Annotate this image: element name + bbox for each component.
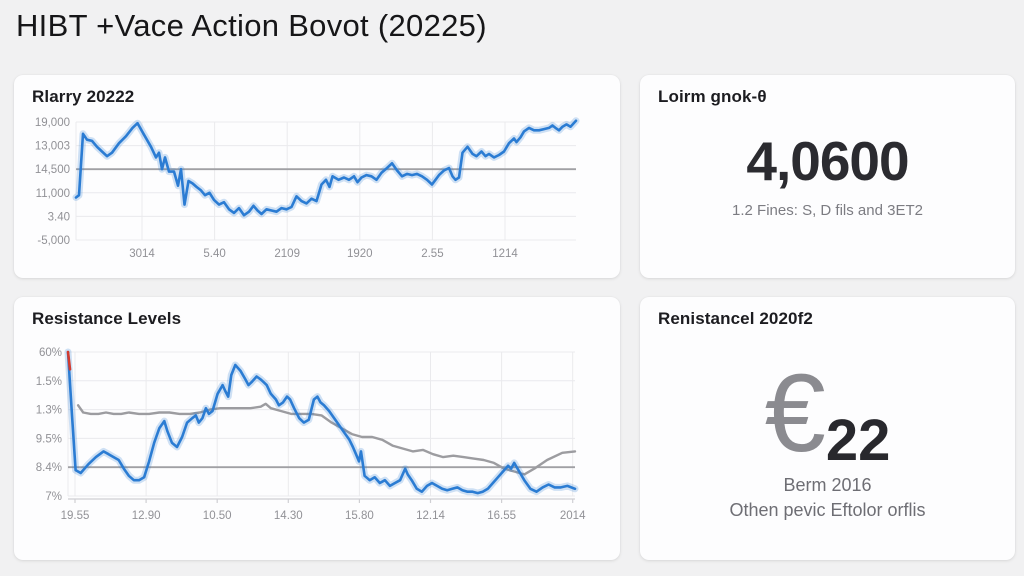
- x-tick-label: 19.55: [61, 510, 90, 522]
- x-axis: [68, 498, 575, 503]
- x-tick-label: 3014: [129, 248, 155, 260]
- x-tick-label: 14.30: [274, 510, 303, 522]
- series-line: [74, 119, 578, 217]
- y-tick-label: 1.5%: [36, 376, 62, 388]
- stat-card-title: Loirm gnok-θ: [658, 87, 767, 106]
- y-tick-label: 13,003: [35, 141, 70, 153]
- series-resistance-blue: [64, 348, 579, 497]
- euro-caption-line2: Othen pevic Eftolor orflis: [729, 500, 926, 520]
- y-tick-label: 11,000: [36, 188, 70, 200]
- stat-value: 4,0600: [746, 130, 909, 192]
- page-title: HIBT +Vace Action Bovot (20225): [16, 8, 487, 43]
- stat-body: 4,0600 1.2 Fines: S, D fils and 3ET2: [640, 131, 1015, 219]
- euro-value: 22: [825, 407, 891, 473]
- x-tick-label: 1214: [492, 248, 518, 260]
- series-line: [66, 350, 72, 371]
- y-axis-labels: 19,000 13,003 14,500 11,000 3.40 -5,000: [35, 117, 70, 247]
- series-halo: [72, 117, 580, 219]
- euro-value-row: €22: [640, 343, 1015, 475]
- series-line: [76, 402, 577, 476]
- x-tick-label: 5.40: [203, 248, 225, 260]
- x-tick-label: 12.90: [132, 510, 161, 522]
- euro-symbol: €: [764, 351, 826, 475]
- y-tick-label: 9.5%: [36, 433, 62, 445]
- y-tick-label: -5,000: [37, 235, 70, 247]
- y-tick-label: 3.40: [48, 211, 70, 223]
- rlarry-line-chart: 19,000 13,003 14,500 11,000 3.40 -5,000 3014 5.…: [35, 117, 580, 260]
- x-tick-label: 12.14: [416, 510, 445, 522]
- euro-stat-card: Renistancel 2020f2 €22 Berm 2016 Othen p…: [640, 297, 1015, 560]
- stat-card: Loirm gnok-θ 4,0600 1.2 Fines: S, D fils…: [640, 75, 1015, 278]
- stat-subtitle: 1.2 Fines: S, D fils and 3ET2: [732, 201, 923, 219]
- x-tick-label: 16.55: [487, 510, 516, 522]
- x-axis-labels: 19.55 12.90 10.50 14.30 15.80 12.14 16.55 2014: [61, 510, 586, 522]
- x-tick-label: 15.80: [345, 510, 374, 522]
- euro-caption-line1: Berm 2016: [783, 475, 872, 495]
- y-tick-label: 14,500: [35, 164, 70, 176]
- x-tick-label: 10.50: [203, 510, 232, 522]
- series-trend-gray: [76, 402, 577, 476]
- h-gridlines: [76, 121, 576, 241]
- resistance-card-title: Resistance Levels: [32, 309, 182, 328]
- euro-stat-body: €22 Berm 2016 Othen pevic Eftolor orflis: [640, 343, 1015, 521]
- x-tick-label: 1920: [347, 248, 373, 260]
- y-tick-label: 8.4%: [36, 462, 62, 474]
- rlarry-chart-card: Rlarry 20222 19,000 13,003 14,500 11,000 3.4…: [14, 75, 620, 278]
- x-tick-label: 2014: [560, 510, 586, 522]
- series-start-marker-red: [66, 350, 72, 371]
- rlarry-card-title: Rlarry 20222: [32, 87, 135, 106]
- series-halo: [64, 348, 579, 497]
- resistance-chart-card: Resistance Levels 60% 1.5% 1.3% 9.5% 8.4% 7% 1…: [14, 297, 620, 560]
- y-tick-label: 60%: [39, 347, 62, 359]
- y-tick-label: 1.3%: [36, 405, 62, 417]
- y-tick-label: 7%: [45, 491, 62, 503]
- euro-card-title: Renistancel 2020f2: [658, 309, 813, 328]
- h-gridlines: [68, 351, 575, 497]
- x-tick-label: 2109: [274, 248, 300, 260]
- y-axis-labels: 60% 1.5% 1.3% 9.5% 8.4% 7%: [36, 347, 62, 503]
- series-price: [72, 117, 580, 219]
- v-gridlines: [75, 122, 506, 240]
- resistance-line-chart: 60% 1.5% 1.3% 9.5% 8.4% 7% 19.55 12.90 10.50 14.3…: [36, 347, 586, 522]
- y-tick-label: 19,000: [35, 117, 70, 129]
- x-tick-label: 2.55: [421, 248, 443, 260]
- series-line: [66, 350, 577, 495]
- x-axis-labels: 3014 5.40 2109 1920 2.55 1214: [129, 248, 518, 260]
